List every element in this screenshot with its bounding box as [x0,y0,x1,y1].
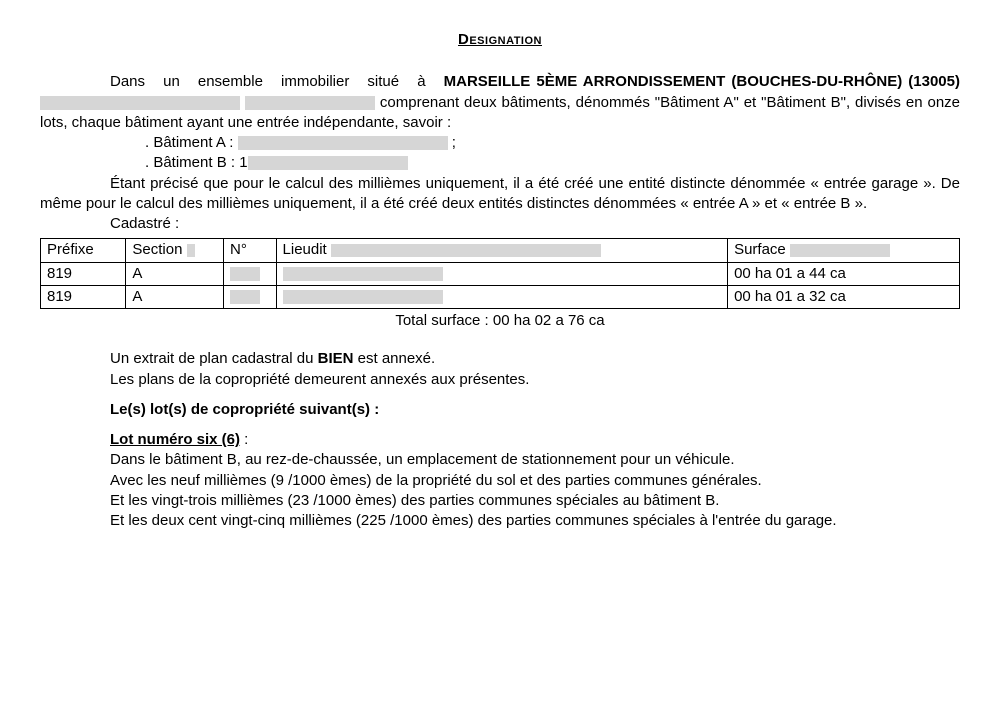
batiment-a-line: . Bâtiment A : ; [40,133,960,153]
lot6-p2: Avec les neuf millièmes (9 /1000 èmes) d… [40,471,960,491]
th-lieudit: Lieudit [276,239,728,262]
location: MARSEILLE 5ÈME ARRONDISSEMENT (BOUCHES-D… [444,73,960,90]
batiment-b-line: . Bâtiment B : 1 [40,153,960,173]
th-section: Section [126,239,224,262]
redacted-address-1 [40,96,240,110]
cell-prefixe: 819 [41,285,126,308]
redacted-address-2 [245,96,375,110]
lot6-title-line: Lot numéro six (6) : [40,430,960,450]
th-surface: Surface [728,239,960,262]
cell-prefixe: 819 [41,262,126,285]
intro-paragraph: Dans un ensemble immobilier situé à MARS… [40,72,960,133]
total-surface: Total surface : 00 ha 02 a 76 ca [40,311,960,331]
lot6-p1: Dans le bâtiment B, au rez-de-chaussée, … [40,450,960,470]
cadastre-table: Préfixe Section N° Lieudit Surface 819 A… [40,238,960,309]
cell-section: A [126,285,224,308]
section-title: Designation [40,30,960,50]
batiment-a-suffix: ; [448,134,456,151]
cell-surface: 00 ha 01 a 44 ca [728,262,960,285]
lot6-p4: Et les deux cent vingt-cinq millièmes (2… [40,511,960,531]
batiment-b-label: . Bâtiment B : [145,154,239,171]
cell-no [224,262,276,285]
batiment-b-prefix: 1 [239,154,247,171]
cell-lieudit [276,262,728,285]
lot6-title: Lot numéro six (6) [110,431,240,448]
precision-paragraph: Étant précisé que pour le calcul des mil… [40,174,960,215]
batiment-a-redacted [238,136,448,150]
th-prefixe: Préfixe [41,239,126,262]
batiment-b-redacted [248,156,408,170]
annex-line-2: Les plans de la copropriété demeurent an… [40,370,960,390]
th-no: N° [224,239,276,262]
cadastre-label: Cadastré : [40,214,960,234]
lots-heading: Le(s) lot(s) de copropriété suivant(s) : [40,400,960,420]
cell-section: A [126,262,224,285]
batiment-a-label: . Bâtiment A : [145,134,238,151]
cell-no [224,285,276,308]
cell-surface: 00 ha 01 a 32 ca [728,285,960,308]
table-row: 819 A 00 ha 01 a 32 ca [41,285,960,308]
intro-prefix: Dans un ensemble immobilier situé à [110,73,444,90]
table-row: 819 A 00 ha 01 a 44 ca [41,262,960,285]
annex-line-1: Un extrait de plan cadastral du BIEN est… [40,349,960,369]
table-header-row: Préfixe Section N° Lieudit Surface [41,239,960,262]
lot6-p3: Et les vingt-trois millièmes (23 /1000 è… [40,491,960,511]
cell-lieudit [276,285,728,308]
